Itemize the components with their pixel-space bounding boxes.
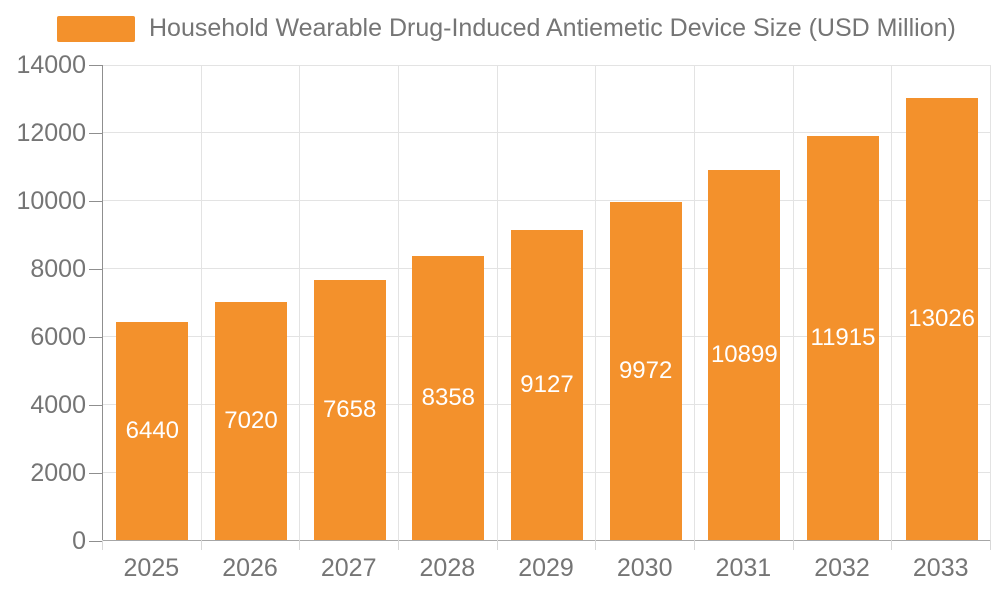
y-axis-label: 12000 [16, 119, 86, 147]
bar-value-label: 7658 [322, 396, 377, 424]
gridline-horizontal [103, 132, 991, 134]
x-axis-label: 2033 [912, 554, 969, 582]
x-axis-tick [595, 540, 597, 550]
y-axis-label: 10000 [16, 187, 86, 215]
x-axis-label: 2029 [518, 554, 574, 582]
bar-2027[interactable]: 7658 [313, 280, 386, 540]
x-axis-tick [200, 540, 202, 550]
y-axis-tick [89, 404, 102, 406]
legend-item[interactable]: Household Wearable Drug-Induced Antiemet… [57, 14, 956, 43]
x-axis-tick [299, 540, 301, 550]
x-axis-label: 2025 [123, 554, 180, 582]
gridline-vertical [397, 65, 399, 540]
bar-2029[interactable]: 9127 [511, 230, 583, 540]
y-axis-tick [89, 268, 102, 270]
y-axis-tick [89, 64, 102, 66]
bar-2026[interactable]: 7020 [214, 301, 287, 540]
y-axis-tick [89, 132, 102, 134]
x-axis-tick [792, 540, 794, 550]
x-axis-tick [397, 540, 399, 550]
bar-value-label: 11915 [810, 323, 876, 351]
x-axis-label: 2027 [320, 554, 377, 582]
bar-2031[interactable]: 10899 [708, 170, 781, 540]
bar-value-label: 6440 [125, 416, 180, 444]
x-axis-label: 2032 [814, 554, 870, 582]
x-axis-label: 2028 [419, 554, 476, 582]
bar-value-label: 7020 [224, 406, 278, 434]
bar-value-label: 9127 [520, 371, 574, 399]
bar-value-label: 13026 [908, 305, 976, 333]
bar-2033[interactable]: 13026 [905, 98, 978, 540]
bar-2025[interactable]: 6440 [116, 321, 189, 540]
x-axis-label: 2026 [222, 554, 278, 582]
y-axis-label: 0 [72, 527, 86, 555]
bar-2030[interactable]: 9972 [609, 201, 682, 540]
bar-2032[interactable]: 11915 [807, 135, 879, 540]
y-axis-tick [89, 472, 102, 474]
bar-2028[interactable]: 8358 [412, 256, 485, 540]
legend-swatch [57, 15, 135, 42]
gridline-vertical [200, 65, 202, 540]
gridline-vertical [792, 65, 794, 540]
y-axis-label: 14000 [16, 51, 86, 79]
gridline-vertical [990, 65, 991, 540]
legend-label: Household Wearable Drug-Induced Antiemet… [149, 14, 956, 42]
x-axis-tick [990, 540, 991, 550]
y-axis-label: 6000 [30, 323, 86, 351]
gridline-vertical [891, 65, 893, 540]
x-axis-labels: 2025 2026 2027 2028 2029 2030 2031 2032 2033 [102, 554, 990, 583]
y-axis-tick [89, 200, 102, 202]
x-axis-label: 2031 [715, 554, 772, 582]
x-axis-tick [496, 540, 498, 550]
y-axis-label: 8000 [30, 255, 86, 283]
bar-value-label: 10899 [710, 341, 778, 369]
y-axis-tick [89, 336, 102, 338]
y-axis-label: 2000 [30, 459, 86, 487]
x-axis-tick [102, 540, 103, 550]
gridline-vertical [299, 65, 301, 540]
plot-area: 6440 7020 7658 8358 9127 9972 10899 11915 13026 [102, 64, 991, 550]
gridline-vertical [595, 65, 597, 540]
gridline-horizontal [103, 200, 991, 202]
y-axis-tick [89, 540, 102, 542]
x-axis-tick [891, 540, 893, 550]
gridline-horizontal [103, 64, 991, 66]
bar-value-label: 8358 [421, 384, 476, 412]
gridline-vertical [496, 65, 498, 540]
x-axis-tick [693, 540, 695, 550]
bar-value-label: 9972 [618, 356, 673, 384]
gridline-vertical [693, 65, 695, 540]
y-axis-label: 4000 [30, 391, 86, 419]
x-axis-label: 2030 [616, 554, 673, 582]
